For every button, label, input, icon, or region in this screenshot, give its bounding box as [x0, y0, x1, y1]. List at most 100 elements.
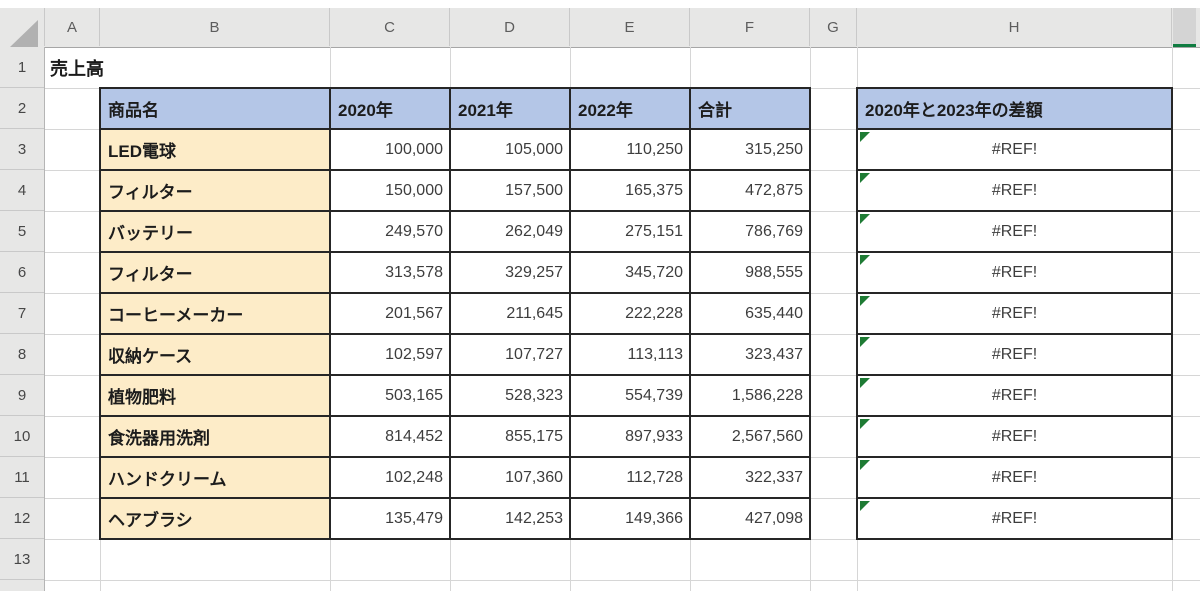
cell-F3-value[interactable]: 315,250 [689, 128, 811, 171]
row-header-6[interactable]: 6 [0, 252, 44, 293]
cell-B2-header[interactable]: 商品名 [99, 87, 331, 130]
column-header-B[interactable]: B [100, 8, 330, 46]
cell-D3-value[interactable]: 105,000 [449, 128, 571, 171]
cell-C12-value[interactable]: 135,479 [329, 497, 451, 540]
cell-C11-value[interactable]: 102,248 [329, 456, 451, 499]
error-indicator-icon [860, 501, 870, 511]
select-all-corner[interactable] [0, 8, 45, 47]
cell-D6-value[interactable]: 329,257 [449, 251, 571, 294]
column-header-H[interactable]: H [857, 8, 1172, 46]
cell-F2-header[interactable]: 合計 [689, 87, 811, 130]
cell-B5-product[interactable]: バッテリー [99, 210, 331, 253]
cell-B9-product[interactable]: 植物肥料 [99, 374, 331, 417]
cell-H11-error-text: #REF! [991, 468, 1038, 486]
cell-B7-product[interactable]: コーヒーメーカー [99, 292, 331, 335]
cell-A1-title[interactable]: 売上高 [50, 58, 104, 79]
cell-H6-error[interactable]: #REF! [856, 251, 1173, 294]
column-header-E[interactable]: E [570, 8, 690, 46]
cell-B6-product[interactable]: フィルター [99, 251, 331, 294]
row-header-1[interactable]: 1 [0, 47, 44, 88]
cell-B11-product[interactable]: ハンドクリーム [99, 456, 331, 499]
cell-F12-value[interactable]: 427,098 [689, 497, 811, 540]
cell-D11-value[interactable]: 107,360 [449, 456, 571, 499]
cell-D7-value[interactable]: 211,645 [449, 292, 571, 335]
cell-E12-value[interactable]: 149,366 [569, 497, 691, 540]
cell-H12-error[interactable]: #REF! [856, 497, 1173, 540]
column-header-I-partial[interactable] [1173, 8, 1196, 47]
cell-D8-value[interactable]: 107,727 [449, 333, 571, 376]
cell-E2-header[interactable]: 2022年 [569, 87, 691, 130]
cell-D4-value[interactable]: 157,500 [449, 169, 571, 212]
cell-F4-value[interactable]: 472,875 [689, 169, 811, 212]
cell-H10-error[interactable]: #REF! [856, 415, 1173, 458]
column-header-F[interactable]: F [690, 8, 810, 46]
cell-F7-value-text: 635,440 [745, 304, 803, 322]
cell-F6-value[interactable]: 988,555 [689, 251, 811, 294]
cell-E11-value-text: 112,728 [626, 468, 683, 486]
cell-F2-header-text: 合計 [698, 101, 732, 120]
row-header-8[interactable]: 8 [0, 334, 44, 375]
row-header-5[interactable]: 5 [0, 211, 44, 252]
cell-F11-value[interactable]: 322,337 [689, 456, 811, 499]
cell-C8-value[interactable]: 102,597 [329, 333, 451, 376]
row-header-4[interactable]: 4 [0, 170, 44, 211]
column-header-C[interactable]: C [330, 8, 450, 46]
cell-C4-value[interactable]: 150,000 [329, 169, 451, 212]
cell-F7-value[interactable]: 635,440 [689, 292, 811, 335]
cell-H11-error[interactable]: #REF! [856, 456, 1173, 499]
cell-B10-product[interactable]: 食洗器用洗剤 [99, 415, 331, 458]
cell-E11-value[interactable]: 112,728 [569, 456, 691, 499]
row-header-2[interactable]: 2 [0, 88, 44, 129]
column-header-A[interactable]: A [45, 8, 100, 46]
cell-E3-value[interactable]: 110,250 [569, 128, 691, 171]
cell-C2-header-text: 2020年 [338, 101, 393, 120]
cell-E9-value-text: 554,739 [625, 386, 683, 404]
cell-E4-value[interactable]: 165,375 [569, 169, 691, 212]
cell-H9-error[interactable]: #REF! [856, 374, 1173, 417]
cell-B3-product[interactable]: LED電球 [99, 128, 331, 171]
row-header-14[interactable]: 14 [0, 580, 44, 591]
cell-C6-value[interactable]: 313,578 [329, 251, 451, 294]
cell-H2-header[interactable]: 2020年と2023年の差額 [856, 87, 1173, 130]
cell-B12-product[interactable]: ヘアブラシ [99, 497, 331, 540]
cell-E10-value[interactable]: 897,933 [569, 415, 691, 458]
cell-E5-value[interactable]: 275,151 [569, 210, 691, 253]
cell-E7-value[interactable]: 222,228 [569, 292, 691, 335]
cell-E6-value[interactable]: 345,720 [569, 251, 691, 294]
row-header-13[interactable]: 13 [0, 539, 44, 580]
row-header-11[interactable]: 11 [0, 457, 44, 498]
cell-F9-value[interactable]: 1,586,228 [689, 374, 811, 417]
cell-D9-value[interactable]: 528,323 [449, 374, 571, 417]
cell-F8-value[interactable]: 323,437 [689, 333, 811, 376]
row-header-10[interactable]: 10 [0, 416, 44, 457]
column-header-D[interactable]: D [450, 8, 570, 46]
cell-C5-value[interactable]: 249,570 [329, 210, 451, 253]
cell-E9-value[interactable]: 554,739 [569, 374, 691, 417]
cell-B4-product[interactable]: フィルター [99, 169, 331, 212]
cell-C7-value[interactable]: 201,567 [329, 292, 451, 335]
cell-B11-product-text: ハンドクリーム [108, 470, 227, 489]
cell-C2-header[interactable]: 2020年 [329, 87, 451, 130]
cell-E12-value-text: 149,366 [625, 509, 683, 527]
cell-D10-value[interactable]: 855,175 [449, 415, 571, 458]
cell-E8-value[interactable]: 113,113 [569, 333, 691, 376]
cell-D12-value[interactable]: 142,253 [449, 497, 571, 540]
cell-H3-error[interactable]: #REF! [856, 128, 1173, 171]
cell-H5-error[interactable]: #REF! [856, 210, 1173, 253]
cell-C9-value[interactable]: 503,165 [329, 374, 451, 417]
cell-C3-value[interactable]: 100,000 [329, 128, 451, 171]
cell-D5-value[interactable]: 262,049 [449, 210, 571, 253]
row-header-12[interactable]: 12 [0, 498, 44, 539]
row-header-7[interactable]: 7 [0, 293, 44, 334]
column-header-G[interactable]: G [810, 8, 857, 46]
cell-B8-product[interactable]: 収納ケース [99, 333, 331, 376]
cell-D2-header[interactable]: 2021年 [449, 87, 571, 130]
cell-F10-value[interactable]: 2,567,560 [689, 415, 811, 458]
row-header-9[interactable]: 9 [0, 375, 44, 416]
cell-H4-error[interactable]: #REF! [856, 169, 1173, 212]
cell-H7-error[interactable]: #REF! [856, 292, 1173, 335]
cell-F5-value[interactable]: 786,769 [689, 210, 811, 253]
cell-C10-value[interactable]: 814,452 [329, 415, 451, 458]
row-header-3[interactable]: 3 [0, 129, 44, 170]
cell-H8-error[interactable]: #REF! [856, 333, 1173, 376]
